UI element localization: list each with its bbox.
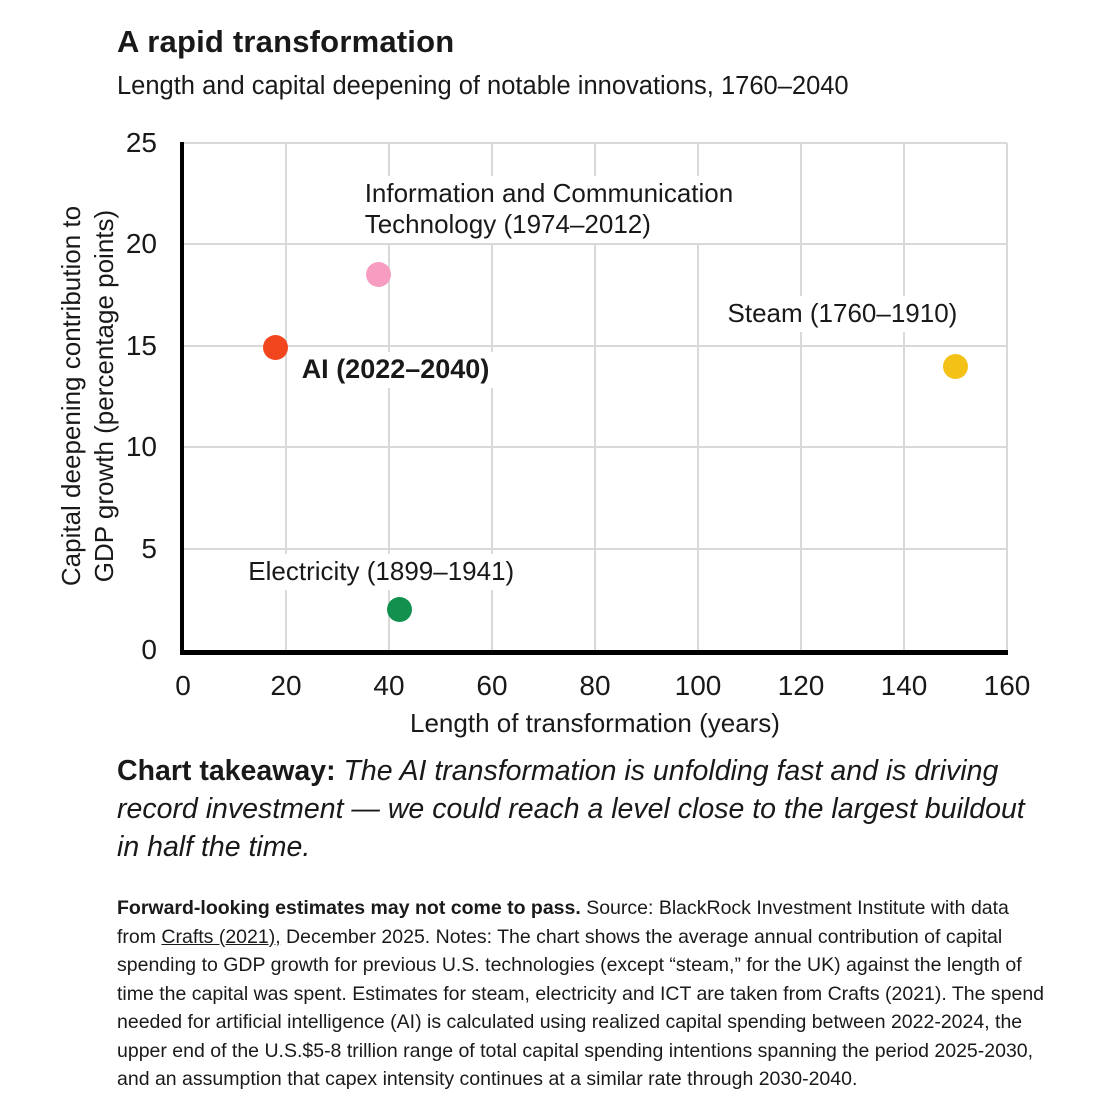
gridline-x-140 [903, 143, 905, 650]
point-ict [366, 262, 392, 288]
gridline-y-5 [183, 547, 1007, 550]
y-tick-label-0: 0 [141, 634, 157, 665]
takeaway-text: The AI transformation is unfolding fast … [117, 755, 1025, 863]
point-ai [263, 335, 289, 361]
gridline-y-20 [183, 243, 1007, 246]
gridline-x-160 [1006, 143, 1008, 650]
annotation-line: Electricity (1899–1941) [248, 556, 515, 587]
x-axis-title: Length of transformation (years) [410, 708, 780, 738]
x-tick-label-0: 0 [175, 670, 191, 701]
y-tick-label-15: 15 [125, 329, 157, 361]
crafts-2021-link[interactable]: Crafts (2021), [161, 925, 281, 948]
x-tick-label-100: 100 [674, 670, 722, 701]
x-tick-label-120: 120 [777, 670, 825, 701]
point-steam [943, 353, 968, 379]
x-tick-label-20: 20 [270, 670, 302, 701]
annotation-electricity: Electricity (1899–1941) [246, 554, 523, 591]
x-tick-label-140: 140 [880, 670, 928, 701]
x-tick-label-40: 40 [373, 670, 405, 701]
chart-title: A rapid transformation [117, 24, 455, 59]
y-axis-title-line-1: Capital deepening contribution to [56, 205, 86, 587]
point-electricity [386, 596, 412, 622]
annotation-line: Technology (1974–2012) [364, 208, 651, 239]
gridline-x-120 [800, 143, 802, 650]
chart-takeaway: Chart takeaway: The AI transformation is… [117, 752, 1029, 866]
y-tick-label-20: 20 [125, 228, 157, 260]
gridline-x-100 [697, 143, 699, 650]
annotation-ict: Information and Communication Technology … [362, 175, 742, 243]
y-tick-label-25: 25 [125, 127, 157, 158]
annotation-line: AI (2022–2040) [301, 353, 490, 384]
gridline-y-25 [183, 142, 1007, 144]
x-tick-label-60: 60 [476, 670, 508, 701]
y-tick-label-10: 10 [125, 431, 157, 463]
takeaway-label: Chart takeaway: [117, 755, 336, 787]
scatter-chart: Capital deepening contribution to GDP gr… [55, 127, 1031, 738]
footnote: Forward-looking estimates may not come t… [117, 894, 1049, 1094]
gridline-x-40 [388, 143, 390, 650]
y-axis-title-line-2: GDP growth (percentage points) [89, 209, 119, 583]
chart-subtitle: Length and capital deepening of notable … [117, 72, 849, 100]
gridline-y-15 [183, 344, 1007, 347]
y-tick-label-5: 5 [141, 532, 157, 564]
annotation-line: Steam (1760–1910) [727, 298, 958, 329]
annotation-ai: AI (2022–2040) [299, 351, 498, 388]
gridline-x-80 [594, 143, 596, 650]
x-tick-label-80: 80 [579, 670, 611, 701]
footnote-source-text: Source: BlackRock Investment Institute w… [117, 897, 1009, 948]
x-axis-line [180, 650, 1008, 655]
y-axis-title: Capital deepening contribution to GDP gr… [55, 135, 121, 657]
gridline-x-20 [285, 143, 287, 650]
gridline-x-60 [491, 143, 493, 650]
annotation-steam: Steam (1760–1910) [725, 296, 966, 333]
footnote-notes-text: December 2025. Notes: The chart shows th… [117, 925, 1045, 1091]
footnote-disclaimer: Forward-looking estimates may not come t… [117, 897, 581, 919]
y-axis-line [180, 142, 184, 655]
annotation-line: Information and Communication [364, 177, 734, 208]
x-tick-label-160: 160 [983, 670, 1031, 701]
gridline-y-10 [183, 446, 1007, 449]
